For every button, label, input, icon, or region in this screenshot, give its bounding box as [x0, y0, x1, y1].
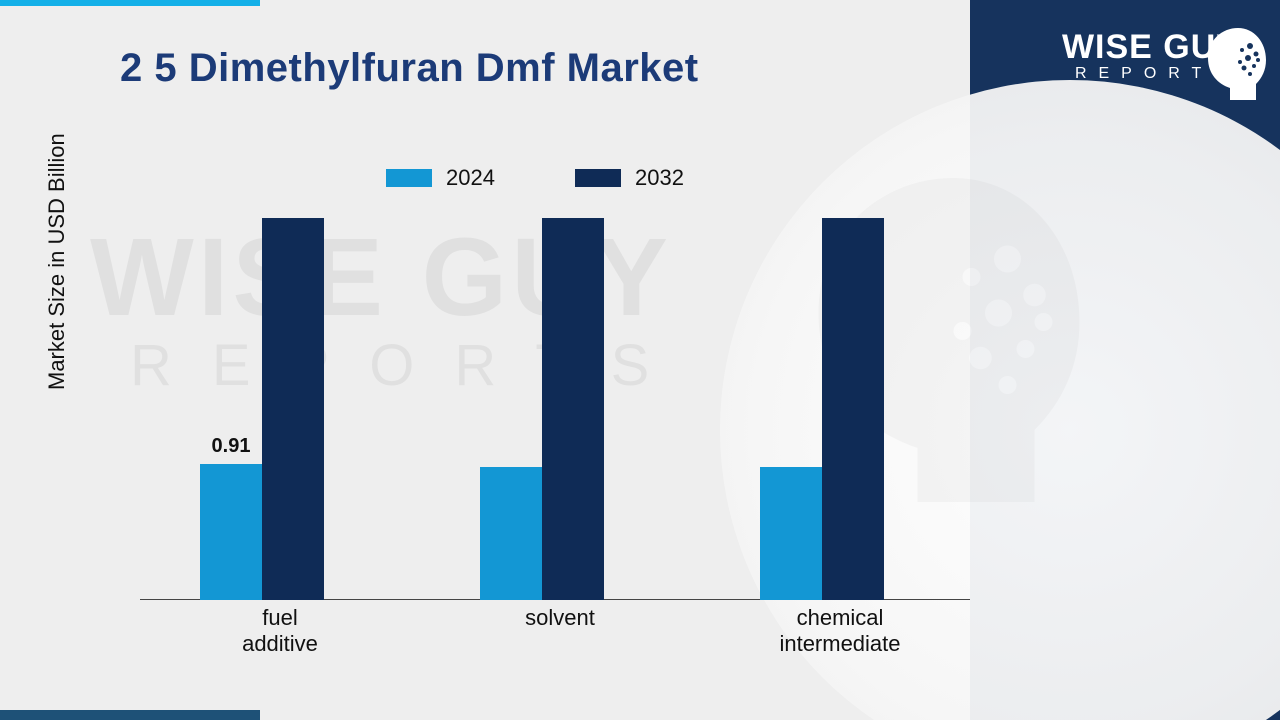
bar	[760, 467, 822, 601]
bar	[542, 218, 604, 601]
legend-label-2032: 2032	[635, 165, 684, 191]
category-label: solvent	[460, 605, 660, 631]
bar	[200, 464, 262, 601]
legend-label-2024: 2024	[446, 165, 495, 191]
bar-chart: Market Size in USD Billion 2024 2032 0.9…	[100, 150, 970, 670]
accent-bar-bottom	[0, 710, 260, 720]
chart-legend: 2024 2032	[100, 165, 970, 191]
legend-swatch-2032	[575, 169, 621, 187]
legend-item-2032: 2032	[575, 165, 684, 191]
infographic-canvas: 2 5 Dimethylfuran Dmf Market WISE GUY RE…	[0, 0, 1280, 720]
bar	[480, 467, 542, 601]
bar	[262, 218, 324, 601]
legend-swatch-2024	[386, 169, 432, 187]
category-label: fueladditive	[180, 605, 380, 658]
accent-bar-top	[0, 0, 260, 6]
legend-item-2024: 2024	[386, 165, 495, 191]
plot-area: 0.91fueladditivesolventchemicalintermedi…	[140, 210, 970, 600]
y-axis-label: Market Size in USD Billion	[44, 133, 70, 390]
bar-value-label: 0.91	[200, 435, 262, 458]
chart-title: 2 5 Dimethylfuran Dmf Market	[120, 46, 699, 91]
category-label: chemicalintermediate	[740, 605, 940, 658]
bar	[822, 218, 884, 601]
brand-head-icon	[1200, 24, 1270, 104]
